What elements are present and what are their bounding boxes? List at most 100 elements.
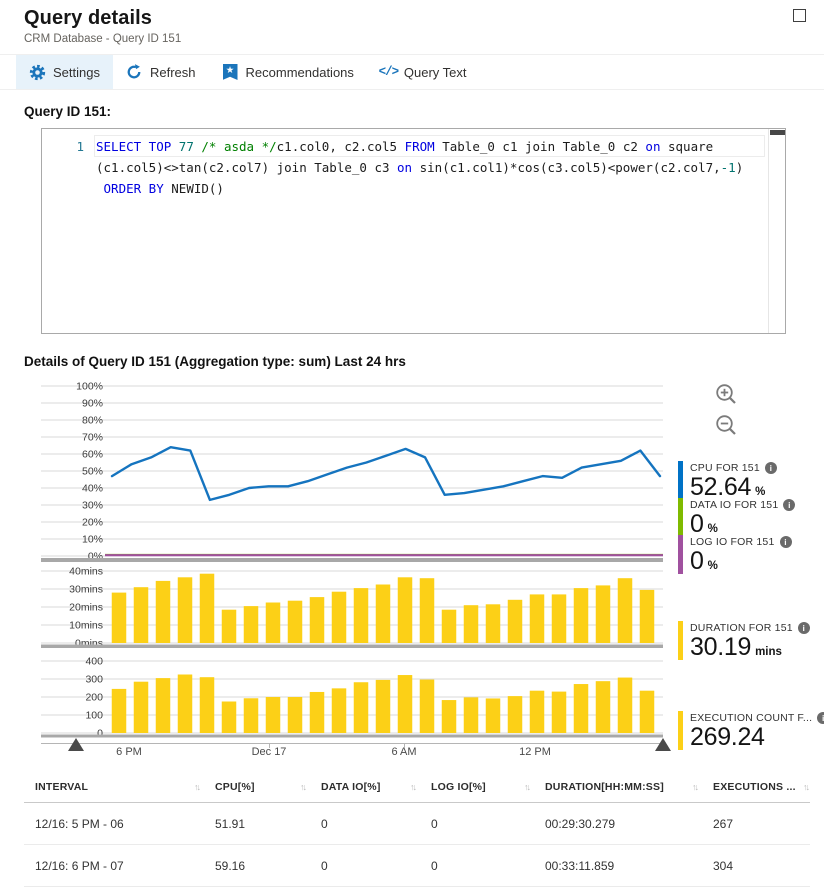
column-header-label: CPU[%] [215,781,255,793]
sort-icon[interactable]: ↑↓ [803,782,810,792]
svg-text:90%: 90% [82,398,103,410]
settings-button[interactable]: Settings [16,55,113,89]
blade-header: Query details CRM Database - Query ID 15… [0,0,824,45]
svg-text:20%: 20% [82,517,103,529]
time-range-slider[interactable]: 6 PM Dec 17 6 AM 12 PM [41,738,671,760]
column-header: EXECUTIONS ... ↑↓ [713,781,810,793]
table-row[interactable]: 12/16: 5 PM - 06 51.91 0 0 00:29:30.279 267 [24,803,810,845]
legend-data-io-label: DATA IO FOR 151 [690,499,779,511]
legend-log-io-label: LOG IO FOR 151 [690,536,775,548]
column-header: LOG IO[%] ↑↓ [431,781,545,793]
sort-icon[interactable]: ↑↓ [194,782,201,792]
column-header: DATA IO[%] ↑↓ [321,781,431,793]
cpu-line-chart: 100% 90% 80% 70% 60% 50% 40% 30% 20% 10% 0% [41,381,663,562]
legend-color-duration [678,621,683,660]
page-title: Query details [24,7,153,29]
star-badge-icon: ★ [222,64,239,81]
sql-editor[interactable]: 1 SELECT TOP 77 /* asda */c1.col0, c2.co… [41,128,786,334]
sort-icon[interactable]: ↑↓ [300,782,307,792]
table-cell: 12/16: 6 PM - 07 [35,858,124,873]
maximize-icon[interactable] [793,9,806,22]
legend-data-io-value: 0 [690,510,704,538]
slider-tick [269,743,270,748]
legend-executions-value: 269.24 [690,723,765,751]
legend-cpu-value: 52.64 [690,473,752,501]
legend-executions: EXECUTION COUNT F... 269.24 [678,711,824,755]
table-cell: 51.91 [215,816,246,831]
zoom-out-icon[interactable] [715,414,738,442]
settings-label: Settings [53,64,100,80]
svg-text:40%: 40% [82,483,103,495]
legend-color-log-io [678,535,683,574]
legend-color-data-io [678,498,683,537]
info-icon[interactable] [797,622,810,634]
execution-bar-chart: 400 300 200 100 0 [41,656,663,739]
legend-data-io: DATA IO FOR 151 0% [678,498,796,542]
slider-handle-left[interactable] [68,738,84,751]
table-header-row: INTERVAL ↑↓ CPU[%] ↑↓ DATA IO[%] ↑↓ LOG IO[%] ↑… [24,773,810,803]
x-axis-label: 6 PM [116,746,142,758]
table-cell: 12/16: 5 PM - 06 [35,816,124,831]
legend-data-io-unit: % [707,523,718,535]
slider-tick [404,743,405,748]
breadcrumb: CRM Database - Query ID 151 [24,33,182,45]
line-number: 1 [76,139,84,154]
refresh-icon [126,64,143,81]
query-id-label: Query ID 151: [24,104,112,119]
svg-text:100: 100 [85,710,103,722]
recommendations-button[interactable]: ★ Recommendations [209,55,367,89]
info-icon[interactable] [779,536,792,548]
svg-text:100%: 100% [76,381,103,393]
svg-text:20mins: 20mins [69,602,103,614]
legend-duration-unit: mins [755,646,782,658]
table-cell: 0 [321,858,328,873]
svg-text:50%: 50% [82,466,103,478]
legend-duration-label: DURATION FOR 151 [690,622,793,634]
svg-text:10%: 10% [82,534,103,546]
scrollbar-thumb[interactable] [769,130,785,135]
slider-track[interactable] [41,743,663,744]
column-header: CPU[%] ↑↓ [215,781,321,793]
column-header-label: EXECUTIONS ... [713,781,796,793]
sort-icon[interactable]: ↑↓ [692,782,699,792]
column-header-label: DURATION[HH:MM:SS] [545,781,664,793]
editor-scrollbar[interactable] [768,129,785,333]
duration-bar-chart: 40mins 30mins 20mins 10mins 0mins [41,566,663,648]
chart-legend-column: CPU FOR 151 52.64% DATA IO FOR 151 0% LO… [678,381,824,761]
charts-area: 100% 90% 80% 70% 60% 50% 40% 30% 20% 10% 0% 40mins… [41,381,824,761]
legend-color-executions [678,711,683,750]
charts-column: 100% 90% 80% 70% 60% 50% 40% 30% 20% 10% 0% 40mins… [41,381,671,760]
x-axis-label: 12 PM [519,746,551,758]
query-text-button[interactable]: </> Query Text [367,55,480,89]
legend-cpu-label: CPU FOR 151 [690,462,760,474]
code-line: ORDER BY NEWID() [103,181,224,196]
toolbar: Settings Refresh ★ Recommendations </> Q… [0,54,824,90]
x-axis-label: Dec 17 [251,746,287,758]
svg-text:0: 0 [97,728,103,739]
sort-icon[interactable]: ↑↓ [524,782,531,792]
table-cell: 0 [321,816,328,831]
intervals-table: INTERVAL ↑↓ CPU[%] ↑↓ DATA IO[%] ↑↓ LOG IO[%] ↑… [24,773,810,887]
legend-cpu: CPU FOR 151 52.64% [678,461,777,505]
svg-text:30mins: 30mins [69,584,103,596]
gear-icon [29,64,46,81]
table-cell: 00:33:11.859 [545,858,615,873]
refresh-button[interactable]: Refresh [113,55,209,89]
sort-icon[interactable]: ↑↓ [410,782,417,792]
svg-text:300: 300 [85,674,103,686]
column-header-label: INTERVAL [35,781,89,793]
svg-text:200: 200 [85,692,103,704]
slider-handle-right[interactable] [655,738,671,751]
svg-text:80%: 80% [82,415,103,427]
recommendations-label: Recommendations [245,64,354,80]
info-icon[interactable] [764,462,777,474]
info-icon[interactable] [783,499,796,511]
zoom-in-icon[interactable] [715,383,738,411]
details-heading: Details of Query ID 151 (Aggregation typ… [24,354,406,369]
table-cell: 59.16 [215,858,246,873]
info-icon[interactable] [817,712,824,724]
svg-text:40mins: 40mins [69,566,103,578]
x-axis-label: 6 AM [391,746,417,758]
svg-text:70%: 70% [82,432,103,444]
svg-text:30%: 30% [82,500,103,512]
